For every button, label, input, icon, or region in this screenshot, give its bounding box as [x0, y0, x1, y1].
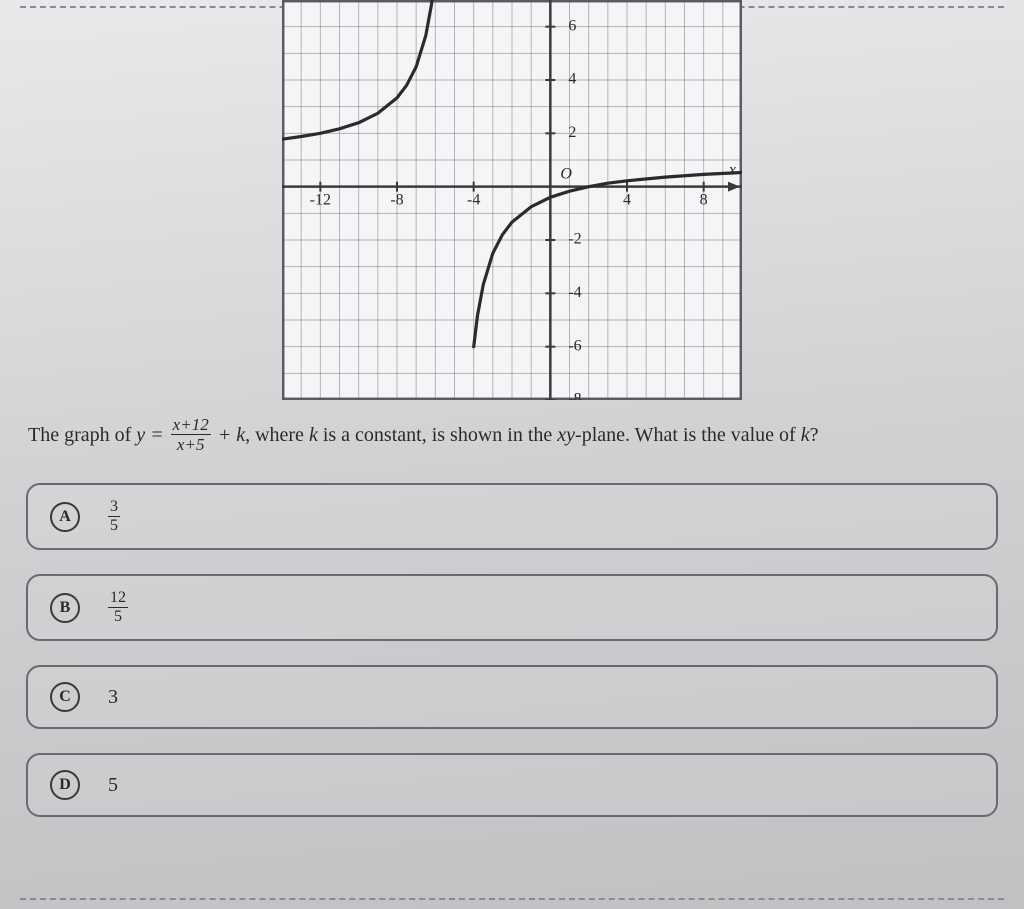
svg-text:-8: -8 [568, 391, 581, 400]
choice-fraction: 125 [108, 590, 128, 625]
choice-frac-num: 12 [108, 590, 128, 608]
choice-label-icon: D [50, 770, 80, 800]
q-eq-lhs: y = [136, 424, 168, 446]
svg-text:6: 6 [568, 17, 576, 34]
choice-fraction: 35 [108, 499, 120, 534]
choice-label-icon: C [50, 682, 80, 712]
choice-text: 3 [108, 686, 118, 709]
q-eq-rhs: + k [213, 424, 245, 446]
choice-c[interactable]: C3 [26, 665, 998, 729]
svg-text:2: 2 [568, 124, 576, 141]
q-prefix: The graph of [28, 424, 136, 446]
q-mid: , where [245, 424, 309, 446]
question-text: The graph of y = x+12x+5 + k, where k is… [28, 418, 996, 455]
q-tail2: -plane. What is the value of [575, 424, 801, 446]
answer-choices: A35B125C3D5 [20, 483, 1004, 817]
q-fraction: x+12x+5 [171, 416, 211, 453]
q-frac-num: x+12 [171, 416, 211, 435]
svg-text:x: x [728, 162, 736, 179]
q-xy: xy [557, 424, 575, 446]
choice-b[interactable]: B 125 [26, 574, 998, 641]
svg-text:O: O [560, 166, 572, 183]
svg-text:8: 8 [700, 191, 708, 208]
q-qmark: ? [810, 424, 819, 446]
choice-frac-den: 5 [108, 608, 128, 625]
q-var-k2: k [801, 424, 810, 446]
q-tail1: is a constant, is shown in the [318, 424, 557, 446]
choice-text: 35 [108, 499, 120, 534]
graph-svg: -12 -8 -4 4 8 6 4 2 -2 -4 -6 -8 Ox [282, 0, 742, 400]
svg-text:-6: -6 [568, 337, 581, 354]
choice-text: 5 [108, 774, 118, 797]
q-frac-den: x+5 [171, 435, 211, 453]
graph: -12 -8 -4 4 8 6 4 2 -2 -4 -6 -8 Ox [282, 0, 742, 400]
svg-text:-8: -8 [390, 191, 403, 208]
choice-a[interactable]: A 35 [26, 483, 998, 550]
page: -12 -8 -4 4 8 6 4 2 -2 -4 -6 -8 Ox The graph of y = … [0, 0, 1024, 909]
choice-text: 125 [108, 590, 128, 625]
choice-label-icon: B [50, 593, 80, 623]
choice-d[interactable]: D5 [26, 753, 998, 817]
divider-bottom [20, 898, 1004, 900]
q-var-k: k [309, 424, 318, 446]
choice-frac-num: 3 [108, 499, 120, 517]
svg-text:4: 4 [568, 71, 576, 88]
svg-text:-4: -4 [568, 284, 581, 301]
choice-frac-den: 5 [108, 517, 120, 534]
choice-label-icon: A [50, 502, 80, 532]
svg-text:-4: -4 [467, 191, 480, 208]
svg-text:4: 4 [623, 191, 631, 208]
svg-text:-2: -2 [568, 231, 581, 248]
svg-text:-12: -12 [310, 191, 331, 208]
graph-container: -12 -8 -4 4 8 6 4 2 -2 -4 -6 -8 Ox [20, 0, 1004, 400]
